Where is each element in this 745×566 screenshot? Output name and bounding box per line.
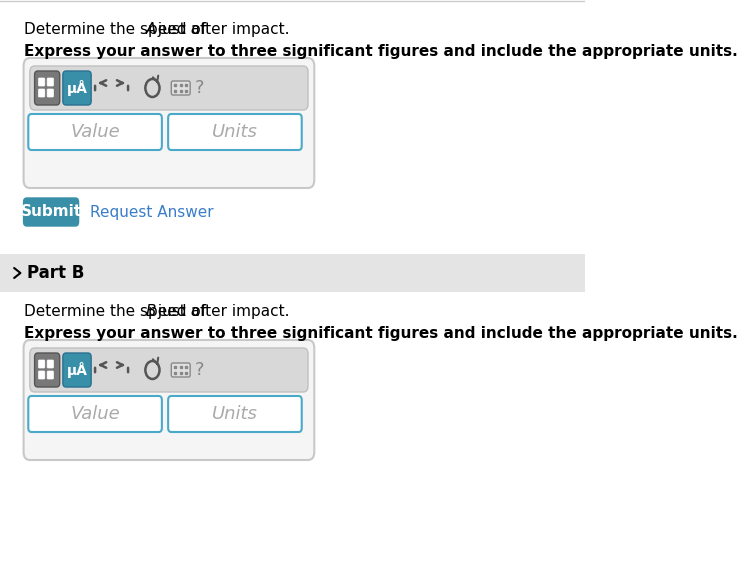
FancyBboxPatch shape [63, 71, 91, 105]
FancyBboxPatch shape [39, 78, 45, 86]
FancyBboxPatch shape [39, 371, 45, 379]
Text: Express your answer to three significant figures and include the appropriate uni: Express your answer to three significant… [24, 326, 738, 341]
FancyBboxPatch shape [47, 89, 54, 97]
FancyBboxPatch shape [168, 396, 302, 432]
Text: just after impact.: just after impact. [153, 304, 290, 319]
FancyBboxPatch shape [39, 89, 45, 97]
FancyBboxPatch shape [171, 363, 190, 377]
Text: Value: Value [70, 405, 120, 423]
Text: ?: ? [195, 361, 204, 379]
FancyBboxPatch shape [24, 340, 314, 460]
FancyBboxPatch shape [47, 360, 54, 368]
Text: Value: Value [70, 123, 120, 141]
Text: μÅ: μÅ [66, 80, 87, 96]
Text: Submit: Submit [21, 204, 82, 220]
FancyBboxPatch shape [63, 353, 91, 387]
FancyBboxPatch shape [34, 71, 60, 105]
Text: Determine the speed of: Determine the speed of [24, 22, 211, 37]
Text: μÅ: μÅ [66, 362, 87, 378]
Text: Express your answer to three significant figures and include the appropriate uni: Express your answer to three significant… [24, 44, 738, 59]
Text: Determine the speed of: Determine the speed of [24, 304, 211, 319]
Text: A: A [145, 22, 156, 37]
FancyBboxPatch shape [30, 348, 308, 392]
Text: B: B [145, 304, 156, 319]
FancyBboxPatch shape [24, 198, 78, 226]
FancyBboxPatch shape [47, 78, 54, 86]
FancyBboxPatch shape [34, 353, 60, 387]
FancyBboxPatch shape [168, 114, 302, 150]
FancyBboxPatch shape [28, 114, 162, 150]
Text: Request Answer: Request Answer [89, 204, 213, 220]
Text: Units: Units [212, 123, 258, 141]
FancyBboxPatch shape [47, 371, 54, 379]
Bar [0, 254, 586, 292]
FancyBboxPatch shape [30, 66, 308, 110]
Text: Units: Units [212, 405, 258, 423]
FancyBboxPatch shape [39, 360, 45, 368]
Text: ?: ? [195, 79, 204, 97]
FancyBboxPatch shape [24, 58, 314, 188]
FancyBboxPatch shape [171, 81, 190, 95]
Text: just after impact.: just after impact. [153, 22, 290, 37]
Text: Part B: Part B [27, 264, 84, 282]
FancyBboxPatch shape [28, 396, 162, 432]
